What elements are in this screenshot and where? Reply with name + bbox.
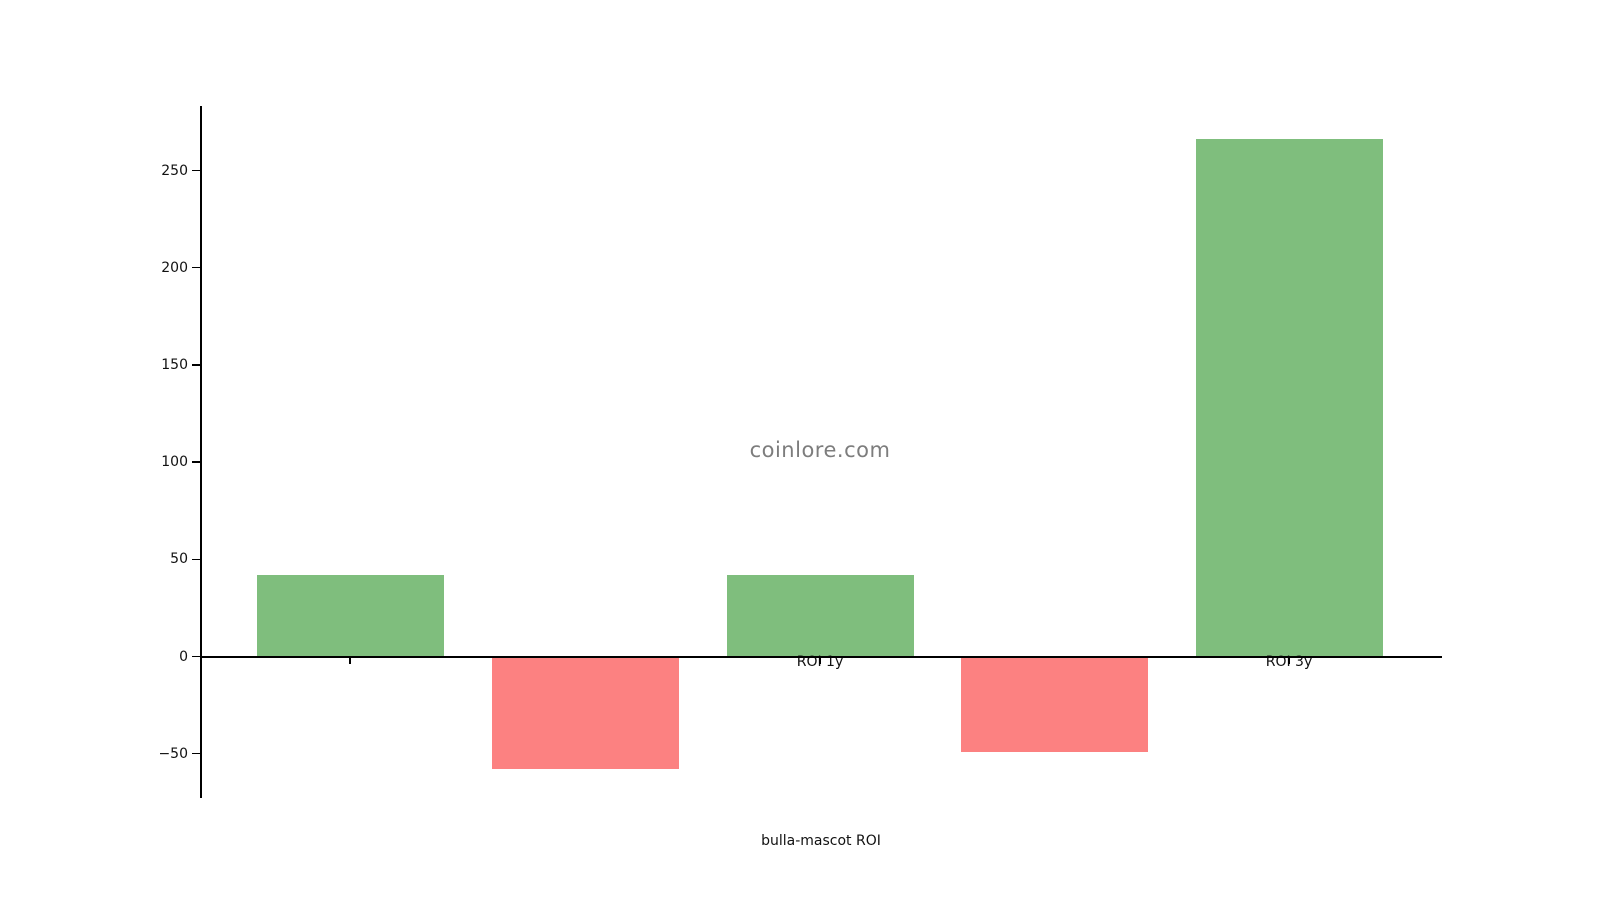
y-tick-label: 150 — [161, 356, 188, 373]
bar — [961, 656, 1148, 752]
y-tick-mark — [192, 266, 200, 269]
bar — [256, 574, 444, 657]
y-tick-mark — [192, 364, 200, 366]
x-tick-mark — [349, 656, 351, 664]
watermark-text: coinlore.com — [749, 438, 891, 462]
y-tick-label: 50 — [170, 551, 188, 568]
y-tick-label: 250 — [161, 162, 188, 179]
chart-title: bulla-mascot ROI — [761, 833, 881, 849]
bar — [491, 656, 679, 770]
y-tick-label: 200 — [161, 259, 188, 276]
bar — [1195, 139, 1383, 657]
x-tick-mark — [1288, 656, 1290, 664]
y-tick-mark — [192, 169, 200, 172]
y-tick-mark — [192, 655, 200, 658]
y-tick-mark — [192, 461, 200, 463]
y-tick-mark — [192, 752, 200, 755]
y-tick-mark — [192, 558, 200, 561]
y-tick-label: 0 — [179, 648, 188, 665]
x-axis-line — [200, 655, 1442, 658]
x-tick-mark — [819, 656, 821, 664]
y-axis-spine — [200, 106, 202, 798]
y-tick-label: −50 — [158, 745, 188, 762]
y-tick-label: 100 — [161, 454, 188, 471]
bar — [726, 574, 914, 657]
